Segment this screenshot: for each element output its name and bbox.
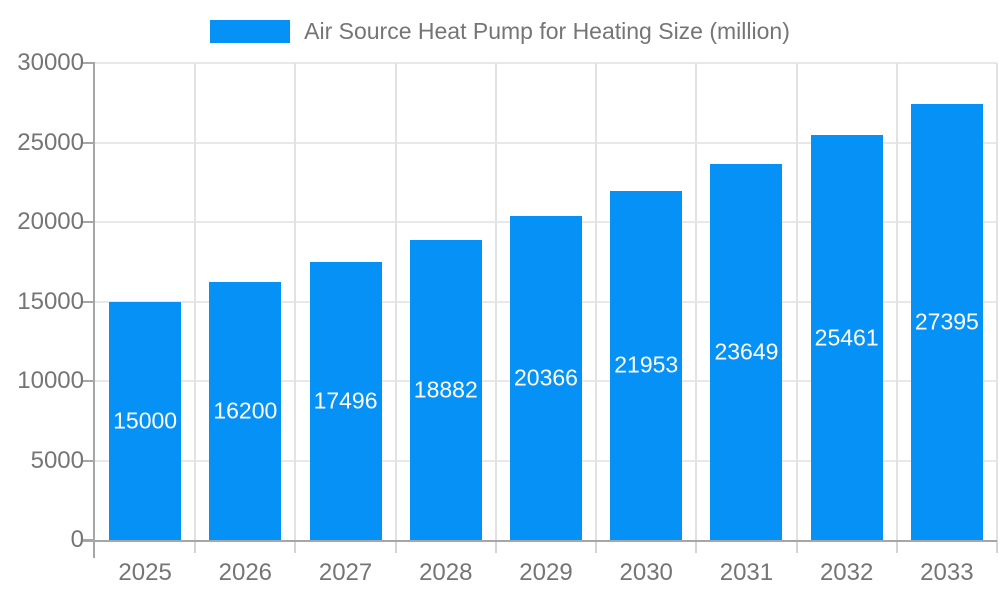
- bar[interactable]: 23649: [710, 163, 783, 540]
- y-tick-label: 5000: [30, 446, 84, 474]
- y-tick-label: 0: [70, 526, 84, 553]
- y-tick-label: 25000: [17, 128, 84, 156]
- x-axis-tick: [595, 540, 598, 553]
- gridline-vertical: [394, 63, 397, 540]
- x-axis-tick: [695, 540, 698, 553]
- bar-value-label: 25461: [814, 324, 879, 351]
- bar[interactable]: 25461: [810, 135, 883, 540]
- y-axis-tick: [83, 300, 95, 303]
- gridline-vertical: [294, 63, 297, 540]
- x-tick-label: 2028: [419, 559, 473, 586]
- bar-value-label: 15000: [113, 407, 178, 434]
- bar-value-label: 27395: [914, 308, 979, 335]
- bar[interactable]: 17496: [309, 261, 382, 540]
- bar-value-label: 16200: [213, 397, 278, 424]
- bar[interactable]: 20366: [510, 216, 582, 540]
- gridline-horizontal: [95, 62, 997, 64]
- x-axis-tick: [294, 540, 297, 553]
- y-axis-tick: [83, 141, 95, 144]
- y-axis-tick: [83, 380, 95, 382]
- x-tick-label: 2033: [920, 559, 974, 586]
- bar-value-label: 23649: [714, 338, 779, 365]
- y-tick-label: 15000: [17, 287, 84, 315]
- gridline-vertical: [194, 63, 197, 540]
- gridline-vertical: [494, 63, 497, 540]
- gridline-vertical: [695, 63, 698, 540]
- x-axis-tick: [795, 540, 798, 553]
- gridline-vertical: [895, 63, 898, 540]
- bar-value-label: 18882: [413, 376, 478, 403]
- x-tick-label: 2031: [719, 559, 774, 586]
- bar-value-label: 21953: [614, 351, 679, 378]
- y-axis-tick: [83, 221, 95, 223]
- bar[interactable]: 27395: [910, 104, 983, 540]
- x-tick-label: 2032: [819, 559, 874, 586]
- x-axis-line: [83, 540, 997, 542]
- bar[interactable]: 16200: [209, 282, 282, 540]
- gridline-vertical: [795, 63, 798, 540]
- y-axis-tick: [83, 459, 95, 462]
- bar-value-label: 20366: [514, 364, 578, 391]
- bar-value-label: 17496: [313, 387, 378, 414]
- bar[interactable]: 21953: [610, 190, 683, 540]
- gridline-vertical: [595, 63, 598, 540]
- legend-swatch-icon: [210, 20, 291, 43]
- bar[interactable]: 18882: [409, 239, 482, 540]
- x-axis-tick: [996, 540, 998, 553]
- y-axis-tick: [83, 62, 95, 64]
- x-tick-label: 2027: [318, 559, 373, 586]
- x-tick-label: 2030: [619, 559, 673, 586]
- x-axis-tick: [494, 540, 497, 553]
- x-tick-label: 2026: [218, 559, 273, 586]
- gridline-horizontal: [95, 141, 997, 144]
- legend[interactable]: Air Source Heat Pump for Heating Size (m…: [0, 18, 1000, 45]
- bar[interactable]: 15000: [109, 301, 182, 540]
- x-axis-tick: [394, 540, 397, 553]
- y-tick-label: 10000: [17, 367, 84, 394]
- x-axis-tick: [194, 540, 197, 553]
- y-tick-label: 30000: [17, 49, 84, 76]
- x-tick-label: 2029: [519, 559, 573, 586]
- gridline-vertical: [996, 63, 998, 540]
- y-tick-label: 20000: [17, 208, 84, 235]
- y-axis-line: [93, 63, 95, 558]
- legend-label: Air Source Heat Pump for Heating Size (m…: [304, 18, 790, 44]
- x-axis-tick: [895, 540, 898, 553]
- x-tick-label: 2025: [118, 559, 172, 586]
